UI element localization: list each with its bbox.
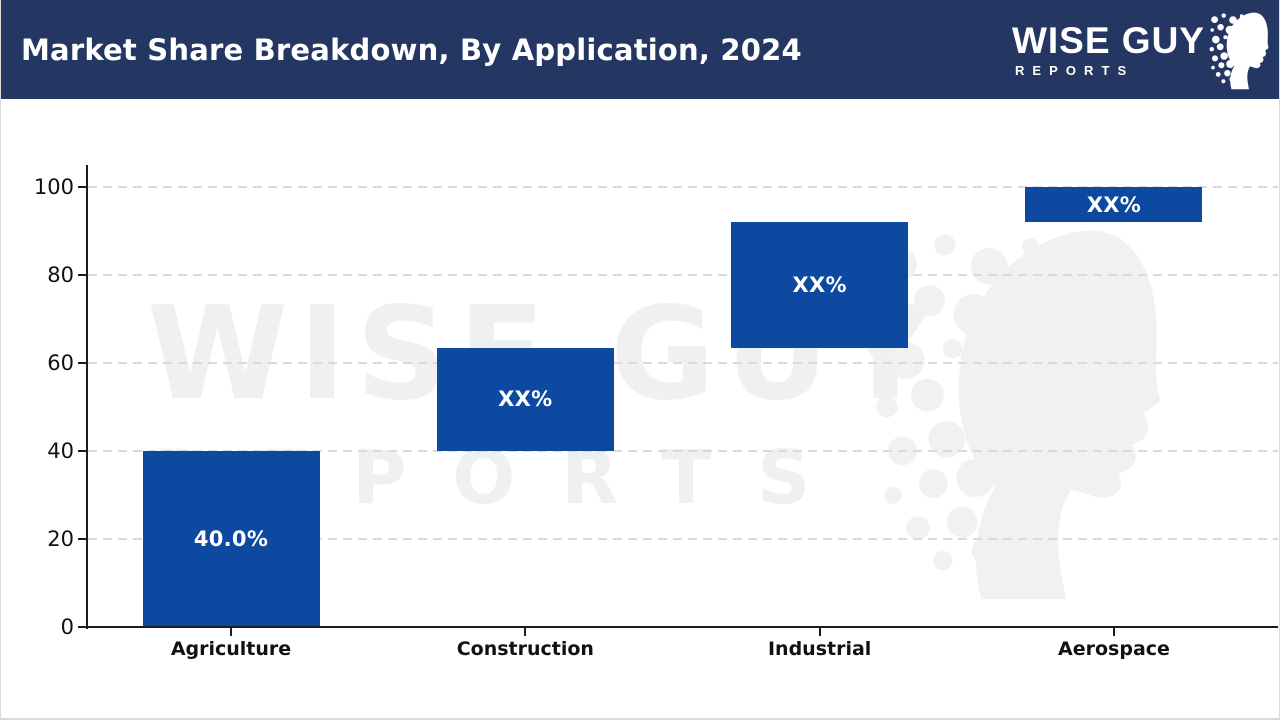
header: Market Share Breakdown, By Application, … <box>1 0 1279 99</box>
brand-name: WISE GUY <box>1011 19 1205 61</box>
bar-value-label: XX% <box>792 272 847 297</box>
y-axis-tick <box>78 274 86 276</box>
bar-value-label: XX% <box>498 387 553 412</box>
bar-value-label: XX% <box>1086 192 1142 217</box>
y-axis-tick <box>78 450 86 452</box>
bar-value-label: 40.0% <box>193 527 269 551</box>
x-axis-tick <box>818 628 821 636</box>
y-axis-tick-label: 100 <box>33 175 74 199</box>
x-axis-label: Aerospace <box>1058 638 1170 660</box>
brand-logo: WISE GUY REPORTS <box>1012 0 1269 99</box>
gridline-20 <box>88 538 1278 540</box>
brand-subtitle: REPORTS <box>1014 62 1135 78</box>
bar-industrial: XX% <box>731 222 909 348</box>
y-axis-tick <box>78 362 86 364</box>
y-axis-tick-label: 80 <box>47 263 74 287</box>
x-axis-tick <box>230 628 232 636</box>
gridline-100 <box>88 186 1278 188</box>
gridline-40 <box>88 450 1278 452</box>
gridline-60 <box>88 362 1278 364</box>
bar-aerospace: XX% <box>1025 187 1203 223</box>
y-axis-tick <box>78 538 86 540</box>
bar-construction: XX% <box>436 347 614 451</box>
x-axis-tick <box>524 628 527 636</box>
y-axis-tick-label: 20 <box>47 527 74 551</box>
gridline-80 <box>88 274 1278 276</box>
y-axis-tick-label: 60 <box>47 351 74 375</box>
y-axis-tick <box>78 626 86 628</box>
x-axis-line <box>86 626 1278 628</box>
y-axis-tick-label: 0 <box>60 615 74 639</box>
x-axis-label: Industrial <box>767 638 872 660</box>
x-axis-label: Construction <box>456 638 594 660</box>
brand-logo-text: WISE GUY REPORTS <box>1012 22 1205 78</box>
page-title: Market Share Breakdown, By Application, … <box>21 32 802 67</box>
y-axis-line <box>86 165 88 629</box>
x-axis-tick <box>1112 628 1115 636</box>
y-axis-tick-label: 40 <box>47 439 74 463</box>
bar-agriculture: 40.0% <box>142 451 320 627</box>
brand-face-icon <box>1209 12 1269 89</box>
y-axis-tick <box>78 186 86 188</box>
x-axis-label: Agriculture <box>170 638 292 660</box>
